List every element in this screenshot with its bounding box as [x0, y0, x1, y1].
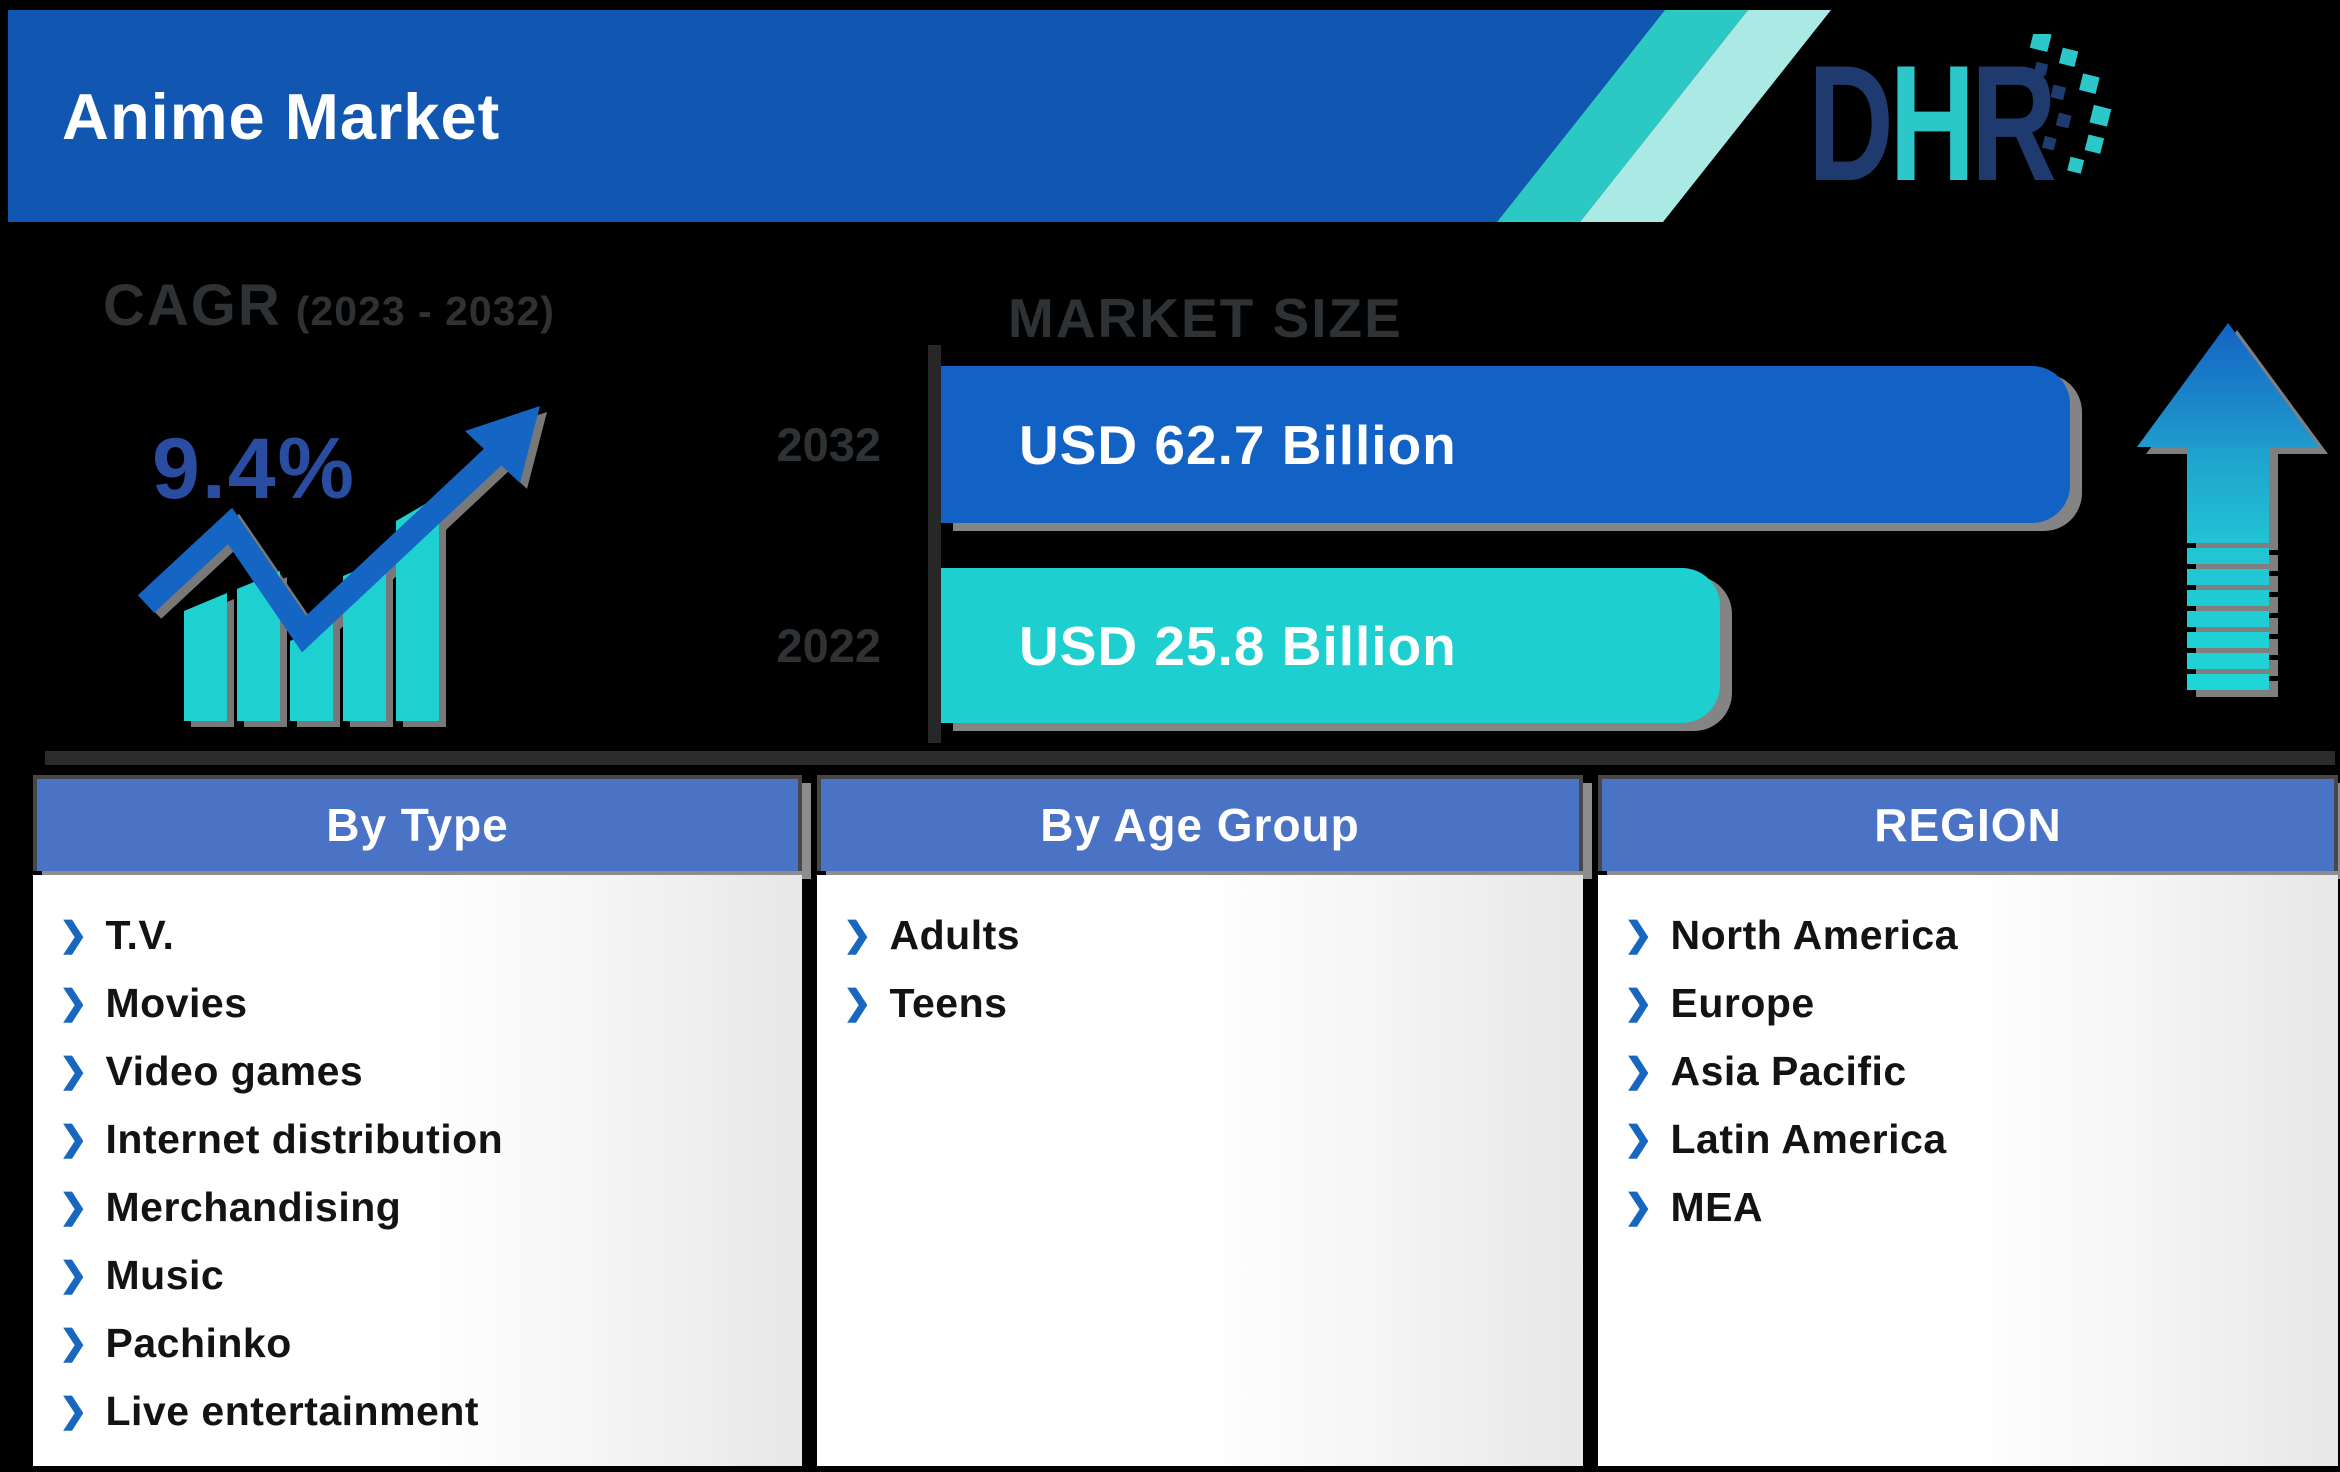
chevron-right-icon: ❯ [59, 1324, 88, 1362]
market-bar-2032: USD 62.7 Billion [941, 366, 2070, 523]
chevron-right-icon: ❯ [59, 1392, 88, 1430]
item-label: Merchandising [105, 1183, 402, 1230]
list-item: ❯ Movies [33, 969, 802, 1037]
chevron-right-icon: ❯ [59, 916, 88, 954]
cagr-value: 9.4% [152, 421, 357, 517]
banner-blue-shape [8, 10, 1665, 222]
arrow-head [2137, 323, 2319, 447]
item-label: North America [1670, 911, 1958, 958]
growth-chart-icon [137, 406, 540, 721]
chevron-right-icon: ❯ [1624, 1120, 1653, 1158]
year-label-2032: 2032 [776, 418, 881, 471]
market-value-2022: USD 25.8 Billion [1019, 614, 1457, 677]
chevron-right-icon: ❯ [1624, 916, 1653, 954]
cagr-heading: CAGR (2023 - 2032) [103, 272, 555, 339]
upward-arrow-icon [2137, 323, 2319, 693]
list-item: ❯ MEA [1598, 1173, 2338, 1241]
list-item: ❯ Live entertainment [33, 1377, 802, 1445]
list-item: ❯ Europe [1598, 969, 2338, 1037]
segment-list-by-type: ❯ T.V. ❯ Movies ❯ Video games ❯ Internet distri… [33, 875, 802, 1466]
year-label-2022: 2022 [776, 619, 881, 672]
section-divider [45, 751, 2335, 765]
chevron-right-icon: ❯ [59, 1188, 88, 1226]
logo-letter-h: H [1889, 31, 1975, 215]
chevron-right-icon: ❯ [59, 984, 88, 1022]
list-item: ❯ Merchandising [33, 1173, 802, 1241]
page-title: Anime Market [62, 79, 501, 153]
segment-title: By Type [326, 799, 509, 851]
item-label: Adults [889, 911, 1021, 958]
item-label: Video games [105, 1047, 364, 1094]
chart-axis-line [928, 345, 941, 743]
list-item: ❯ Video games [33, 1037, 802, 1105]
segment-header-by-age-group: By Age Group [817, 775, 1583, 871]
item-label: MEA [1670, 1183, 1764, 1230]
list-item: ❯ T.V. [33, 901, 802, 969]
list-item: ❯ Asia Pacific [1598, 1037, 2338, 1105]
chevron-right-icon: ❯ [59, 1120, 88, 1158]
item-label: Pachinko [105, 1319, 292, 1366]
chevron-right-icon: ❯ [843, 916, 872, 954]
chevron-right-icon: ❯ [59, 1256, 88, 1294]
item-label: Latin America [1670, 1115, 1947, 1162]
list-item: ❯ Teens [817, 969, 1583, 1037]
segment-panel-by-age-group: By Age Group ❯ Adults ❯ Teens [817, 775, 1583, 1466]
item-label: Internet distribution [105, 1115, 504, 1162]
list-item: ❯ Pachinko [33, 1309, 802, 1377]
segment-title: REGION [1874, 799, 2062, 851]
segment-header-by-type: By Type [33, 775, 802, 871]
item-label: Movies [105, 979, 248, 1026]
chevron-right-icon: ❯ [1624, 984, 1653, 1022]
title-banner: Anime Market [8, 10, 1838, 222]
market-size-title: MARKET SIZE [1008, 287, 1403, 349]
market-bar-2022: USD 25.8 Billion [941, 568, 1720, 723]
list-item: ❯ Music [33, 1241, 802, 1309]
list-item: ❯ Internet distribution [33, 1105, 802, 1173]
market-value-2032: USD 62.7 Billion [1019, 413, 1457, 476]
segment-list-region: ❯ North America ❯ Europe ❯ Asia Pacific ❯ Latin… [1598, 875, 2338, 1466]
chevron-right-icon: ❯ [1624, 1052, 1653, 1090]
chevron-right-icon: ❯ [843, 984, 872, 1022]
cagr-period: (2023 - 2032) [295, 288, 555, 334]
item-label: Europe [1670, 979, 1815, 1026]
segment-list-by-age-group: ❯ Adults ❯ Teens [817, 875, 1583, 1466]
item-label: Asia Pacific [1670, 1047, 1907, 1094]
segment-panel-by-type: By Type ❯ T.V. ❯ Movies ❯ Video games ❯ Interne… [33, 775, 802, 1466]
cagr-label: CAGR [103, 273, 282, 338]
item-label: Teens [889, 979, 1008, 1026]
arrow-shaft [2187, 447, 2269, 543]
logo-letter-d: D [1808, 31, 1894, 215]
item-label: T.V. [105, 911, 175, 958]
arrow-stripes [2187, 543, 2269, 690]
list-item: ❯ Adults [817, 901, 1583, 969]
chevron-right-icon: ❯ [1624, 1188, 1653, 1226]
list-item: ❯ North America [1598, 901, 2338, 969]
logo-pixel-dots-icon [2029, 34, 2112, 174]
chevron-right-icon: ❯ [59, 1052, 88, 1090]
bar-row-2022: 2022 USD 25.8 Billion [776, 568, 1720, 723]
segment-header-region: REGION [1598, 775, 2338, 871]
list-item: ❯ Latin America [1598, 1105, 2338, 1173]
item-label: Music [105, 1251, 225, 1298]
dhr-logo: DHR [1808, 41, 2057, 208]
segment-title: By Age Group [1040, 799, 1360, 851]
segment-panel-region: REGION ❯ North America ❯ Europe ❯ Asia Pacifi… [1598, 775, 2338, 1466]
item-label: Live entertainment [105, 1387, 480, 1434]
bar-row-2032: 2032 USD 62.7 Billion [776, 366, 2070, 523]
